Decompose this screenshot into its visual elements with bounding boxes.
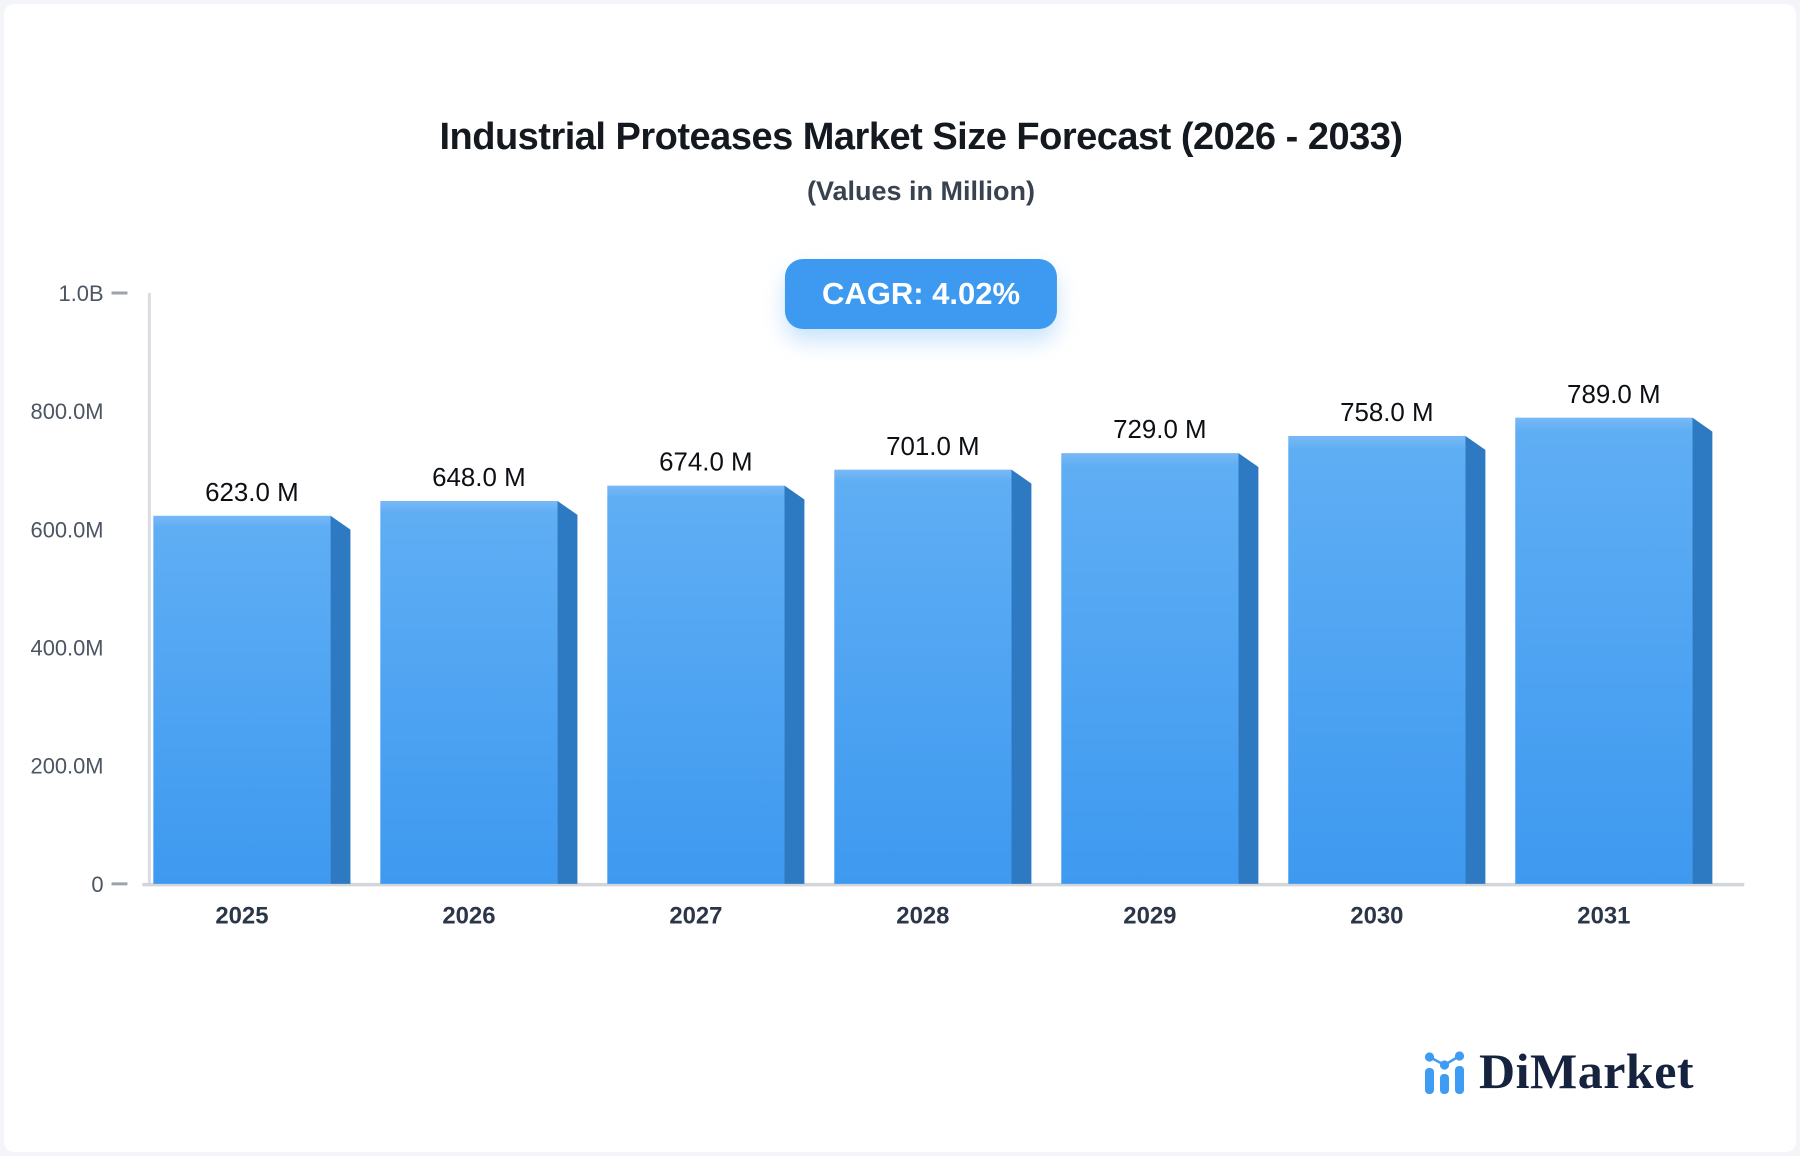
bar-value-label: 701.0 M — [886, 433, 980, 461]
chart-subtitle: (Values in Million) — [806, 176, 1036, 206]
bar-2031[interactable] — [1515, 417, 1693, 884]
bar-side-2027 — [784, 485, 805, 884]
y-axis-tick — [111, 882, 128, 886]
bar-value-label: 789.0 M — [1567, 381, 1661, 409]
bar-2027[interactable] — [607, 485, 785, 884]
x-axis-label: 2026 — [442, 903, 495, 930]
brand-logo: DiMarket — [1424, 1046, 1694, 1096]
y-axis-label: 600.0M — [31, 517, 104, 542]
bar-value-label: 758.0 M — [1340, 399, 1434, 427]
x-axis-label: 2025 — [215, 903, 268, 930]
bar-2025[interactable] — [153, 515, 331, 884]
bar-2028[interactable] — [834, 469, 1012, 884]
bar-2029[interactable] — [1061, 453, 1239, 884]
x-axis-line — [142, 882, 1745, 887]
bar-side-2031 — [1692, 417, 1713, 884]
bar-value-label: 623.0 M — [205, 479, 299, 507]
bar-value-label: 674.0 M — [659, 449, 753, 477]
chart-card: Industrial Proteases Market Size Forecas… — [4, 4, 1796, 1152]
y-axis-tick — [111, 291, 128, 295]
y-axis-label: 200.0M — [31, 754, 104, 779]
bar-value-label: 729.0 M — [1113, 416, 1207, 444]
bar-2030[interactable] — [1288, 435, 1466, 884]
y-axis-label: 0 — [91, 872, 103, 897]
y-axis-label: 1.0B — [59, 281, 104, 306]
bar-value-label: 648.0 M — [432, 464, 526, 492]
y-axis-label: 800.0M — [31, 399, 104, 424]
bar-chart: 1.0B 800.0M 600.0M 400.0M 200.0M 0 623.0 M 2025… — [31, 281, 1745, 930]
x-axis-label: 2030 — [1350, 903, 1403, 930]
bar-line-chart-icon — [1424, 1051, 1465, 1094]
bar-side-2026 — [557, 500, 578, 884]
x-axis-label: 2031 — [1577, 903, 1630, 930]
y-axis-line — [147, 292, 151, 884]
x-axis-label: 2029 — [1123, 903, 1176, 930]
y-axis-label: 400.0M — [31, 635, 104, 660]
cagr-badge: CAGR: 4.02% — [784, 259, 1058, 329]
brand-wordmark: DiMarket — [1479, 1043, 1695, 1099]
bar-side-2029 — [1238, 453, 1259, 884]
bar-side-2030 — [1465, 435, 1486, 884]
bar-2026[interactable] — [380, 500, 558, 884]
x-axis-label: 2028 — [896, 903, 949, 930]
x-axis-label: 2027 — [669, 903, 722, 930]
bar-side-2025 — [330, 515, 351, 884]
chart-title: Industrial Proteases Market Size Forecas… — [439, 116, 1403, 158]
bar-side-2028 — [1011, 469, 1032, 884]
